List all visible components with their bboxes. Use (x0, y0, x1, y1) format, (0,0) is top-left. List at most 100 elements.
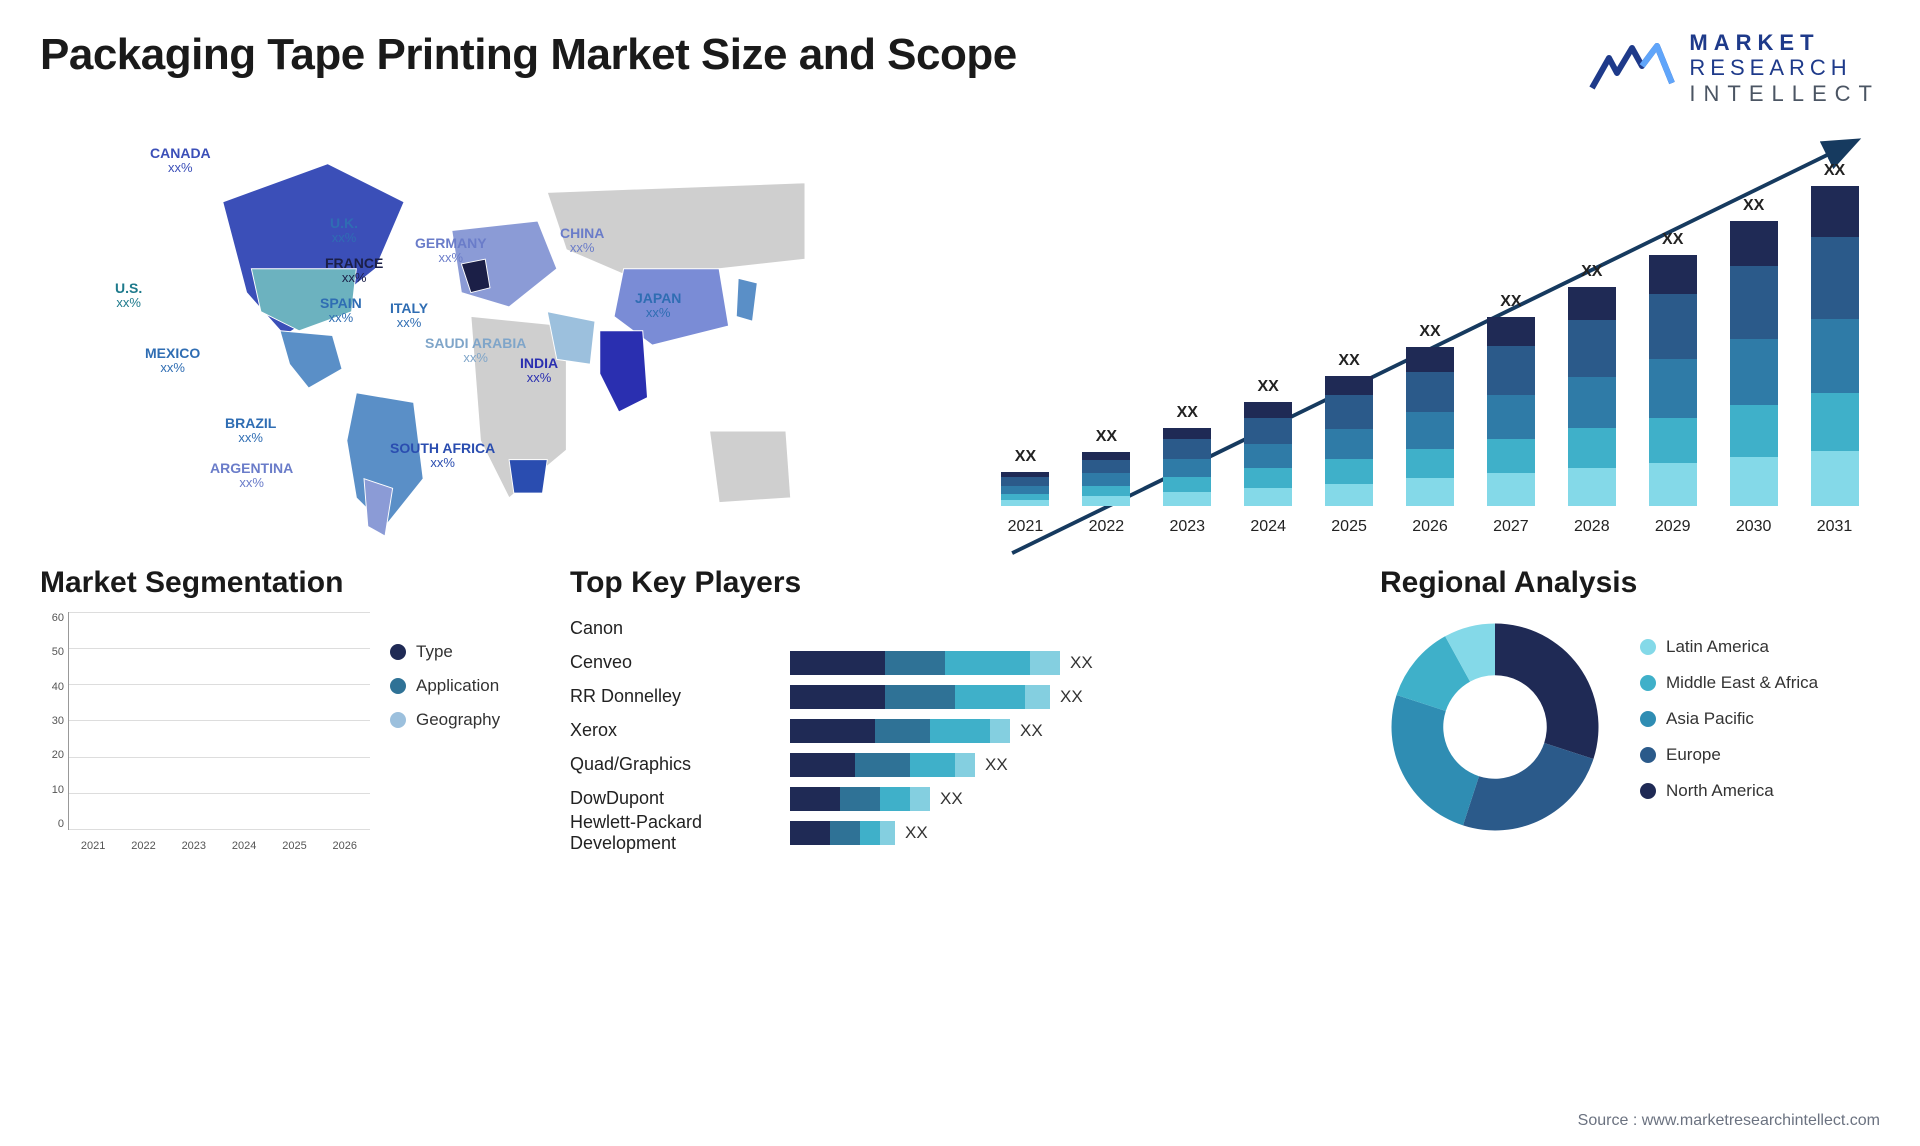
growth-bar-2027: XX (1475, 293, 1546, 506)
segmentation-chart: 6050403020100 202120222023202420252026 (40, 612, 370, 852)
map-label-u-s-: U.S.xx% (115, 281, 142, 311)
player-name: Xerox (570, 714, 770, 748)
seg-xlabel: 2023 (176, 840, 212, 852)
growth-bar-2029: XX (1637, 231, 1708, 506)
player-name: Canon (570, 612, 770, 646)
player-value: XX (985, 755, 1008, 775)
player-row: XX (790, 816, 1350, 850)
growth-xlabel: 2029 (1637, 518, 1708, 536)
growth-bar-value: XX (1500, 293, 1521, 311)
map-label-canada: CANADAxx% (150, 146, 211, 176)
growth-bar-2028: XX (1556, 263, 1627, 506)
source-attribution: Source : www.marketresearchintellect.com (1578, 1112, 1880, 1130)
player-row: XX (790, 782, 1350, 816)
regional-legend: Latin America Middle East & Africa Asia Pa… (1640, 637, 1818, 817)
player-value: XX (1070, 653, 1093, 673)
map-region-south_africa (509, 460, 547, 493)
growth-bar-value: XX (1258, 378, 1279, 396)
growth-bar-value: XX (1662, 231, 1683, 249)
growth-xlabel: 2027 (1475, 518, 1546, 536)
seg-xlabel: 2025 (276, 840, 312, 852)
growth-bar-2024: XX (1233, 378, 1304, 506)
map-label-france: FRANCExx% (325, 256, 383, 286)
player-name: Hewlett-Packard Development (570, 816, 770, 850)
segmentation-title: Market Segmentation (40, 566, 540, 600)
seg-xlabel: 2022 (125, 840, 161, 852)
seg-legend-item: Application (390, 676, 500, 696)
growth-bar-2025: XX (1314, 352, 1385, 506)
player-row: XX (790, 680, 1350, 714)
seg-legend-item: Type (390, 642, 500, 662)
player-row: XX (790, 646, 1350, 680)
players-title: Top Key Players (570, 566, 1350, 600)
growth-bar-value: XX (1581, 263, 1602, 281)
map-label-germany: GERMANYxx% (415, 236, 487, 266)
growth-bar-2023: XX (1152, 404, 1223, 506)
map-label-mexico: MEXICOxx% (145, 346, 200, 376)
growth-xlabel: 2031 (1799, 518, 1870, 536)
player-row: XX (790, 748, 1350, 782)
players-bars: XX XX XX XX XX XX (790, 612, 1350, 850)
donut-slice-north-america (1495, 623, 1599, 758)
growth-bar-2026: XX (1395, 323, 1466, 505)
player-row (790, 612, 1350, 646)
donut-slice-europe (1463, 743, 1593, 831)
regional-donut-chart (1380, 612, 1610, 842)
seg-legend-item: Geography (390, 710, 500, 730)
growth-bar-value: XX (1096, 428, 1117, 446)
logo-mark-icon (1587, 38, 1677, 98)
growth-chart-panel: XXXXXXXXXXXXXXXXXXXXXX 20212022202320242… (980, 116, 1880, 536)
growth-bar-value: XX (1419, 323, 1440, 341)
growth-xlabel: 2021 (990, 518, 1061, 536)
brand-logo: MARKET RESEARCH INTELLECT (1587, 30, 1880, 106)
map-label-u-k-: U.K.xx% (330, 216, 358, 246)
growth-xlabel: 2023 (1152, 518, 1223, 536)
map-label-india: INDIAxx% (520, 356, 558, 386)
regional-legend-item: Latin America (1640, 637, 1818, 657)
growth-bar-value: XX (1824, 162, 1845, 180)
map-region-argentina (364, 479, 393, 536)
map-label-japan: JAPANxx% (635, 291, 681, 321)
donut-slice-asia-pacific (1392, 695, 1480, 825)
logo-text-3: INTELLECT (1689, 81, 1880, 106)
player-value: XX (1060, 687, 1083, 707)
map-label-spain: SPAINxx% (320, 296, 362, 326)
map-region-mexico (280, 331, 342, 388)
player-name: DowDupont (570, 782, 770, 816)
growth-bar-value: XX (1743, 197, 1764, 215)
map-region-australia (710, 431, 791, 503)
player-row: XX (790, 714, 1350, 748)
growth-xlabel: 2028 (1556, 518, 1627, 536)
map-label-italy: ITALYxx% (390, 301, 428, 331)
growth-bar-value: XX (1338, 352, 1359, 370)
player-value: XX (1020, 721, 1043, 741)
regional-title: Regional Analysis (1380, 566, 1880, 600)
players-labels: CanonCenveoRR DonnelleyXeroxQuad/Graphic… (570, 612, 770, 850)
regional-panel: Regional Analysis Latin America Middle Ea… (1380, 566, 1880, 852)
player-value: XX (905, 823, 928, 843)
seg-xlabel: 2021 (75, 840, 111, 852)
seg-xlabel: 2026 (327, 840, 363, 852)
world-map (40, 116, 940, 536)
players-panel: Top Key Players CanonCenveoRR DonnelleyX… (570, 566, 1350, 852)
map-label-saudi-arabia: SAUDI ARABIAxx% (425, 336, 526, 366)
regional-legend-item: North America (1640, 781, 1818, 801)
growth-bar-2021: XX (990, 448, 1061, 506)
seg-xlabel: 2024 (226, 840, 262, 852)
growth-bar-value: XX (1015, 448, 1036, 466)
map-label-south-africa: SOUTH AFRICAxx% (390, 441, 495, 471)
growth-bar-2031: XX (1799, 162, 1870, 506)
segmentation-panel: Market Segmentation 6050403020100 202120… (40, 566, 540, 852)
player-name: RR Donnelley (570, 680, 770, 714)
regional-legend-item: Middle East & Africa (1640, 673, 1818, 693)
map-label-china: CHINAxx% (560, 226, 604, 256)
regional-legend-item: Asia Pacific (1640, 709, 1818, 729)
growth-bar-value: XX (1177, 404, 1198, 422)
world-map-panel: CANADAxx%U.S.xx%MEXICOxx%BRAZILxx%ARGENT… (40, 116, 940, 536)
player-value: XX (940, 789, 963, 809)
map-label-brazil: BRAZILxx% (225, 416, 276, 446)
player-name: Quad/Graphics (570, 748, 770, 782)
growth-xlabel: 2030 (1718, 518, 1789, 536)
growth-bar-2030: XX (1718, 197, 1789, 505)
segmentation-legend: Type Application Geography (390, 612, 500, 852)
